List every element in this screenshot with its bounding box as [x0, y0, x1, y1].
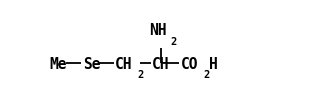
Text: NH: NH	[149, 23, 166, 38]
Text: CH: CH	[115, 56, 133, 71]
Text: CH: CH	[152, 56, 170, 71]
Text: 2: 2	[170, 37, 176, 47]
Text: CO: CO	[181, 56, 198, 71]
Text: 2: 2	[203, 70, 209, 80]
Text: Me: Me	[50, 56, 67, 71]
Text: Se: Se	[83, 56, 100, 71]
Text: H: H	[209, 56, 218, 71]
Text: 2: 2	[137, 70, 144, 80]
